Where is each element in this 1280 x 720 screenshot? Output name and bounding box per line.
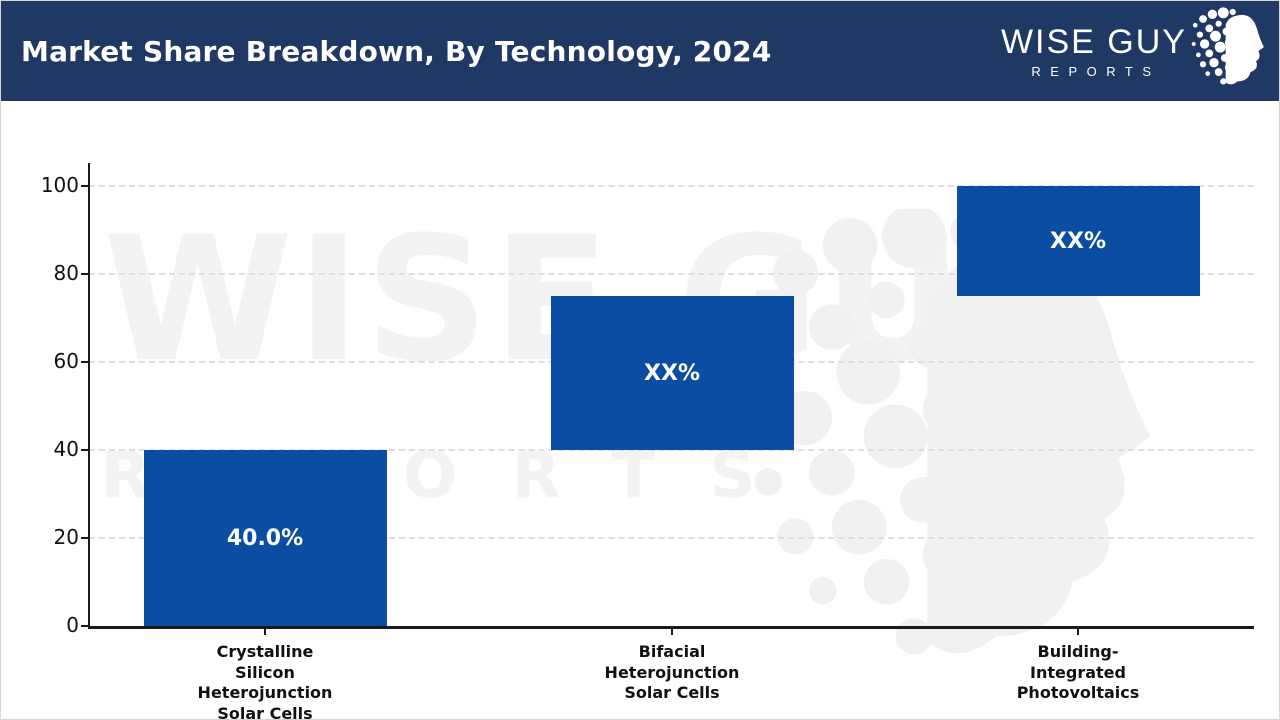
y-axis-tick-mark (81, 537, 89, 539)
y-axis-tick-mark (81, 361, 89, 363)
wiseguy-logo: WISE GUY REPORTS (1001, 7, 1279, 95)
x-axis-category-label: Crystalline Silicon Heterojunction Solar… (197, 642, 333, 720)
y-axis-tick-label: 60 (53, 349, 79, 373)
y-axis-tick-label: 100 (40, 173, 79, 197)
logo-wiseguy-label: WISE GUY (1000, 22, 1187, 61)
y-axis-line (88, 163, 90, 628)
y-axis-tick-label: 20 (53, 525, 79, 549)
bar-segment: XX% (550, 296, 794, 450)
x-axis-tick-mark (264, 628, 266, 635)
x-axis-category-label: Bifacial Heterojunction Solar Cells (604, 642, 740, 702)
bar-segment: XX% (956, 186, 1200, 296)
y-axis-tick-mark (81, 185, 89, 187)
header-band: Market Share Breakdown, By Technology, 2… (1, 1, 1279, 101)
chart-canvas: WISE GUY REPORTS 0 20 40 60 80 100 40.0% Crysta… (1, 101, 1279, 720)
x-axis-line (88, 626, 1254, 629)
wiseguy-logo-text: WISE GUY REPORTS (1001, 25, 1187, 78)
x-axis-tick-mark (1077, 628, 1079, 635)
gridline (89, 449, 1254, 451)
y-axis-tick-label: 0 (66, 613, 79, 637)
y-axis-tick-label: 80 (53, 261, 79, 285)
y-axis-tick-label: 40 (53, 437, 79, 461)
bar-value-label: 40.0% (226, 525, 304, 551)
y-axis-tick-mark (81, 273, 89, 275)
y-axis-tick-mark (81, 449, 89, 451)
bar-value-label: XX% (644, 360, 700, 386)
page-title: Market Share Breakdown, By Technology, 2… (21, 34, 772, 68)
x-axis-category-label: Building- Integrated Photovoltaics (1016, 642, 1140, 702)
gridline (89, 537, 1254, 539)
face-dots-icon (1191, 7, 1264, 85)
watermark-face-dots (729, 209, 1151, 655)
gridline (89, 185, 1254, 187)
bar-value-label: XX% (1050, 228, 1106, 254)
y-axis-tick-mark (81, 625, 89, 627)
bar-segment: 40.0% (143, 450, 387, 626)
gridline (89, 273, 1254, 275)
logo-reports-label: REPORTS (1031, 63, 1161, 79)
x-axis-tick-mark (671, 628, 673, 635)
